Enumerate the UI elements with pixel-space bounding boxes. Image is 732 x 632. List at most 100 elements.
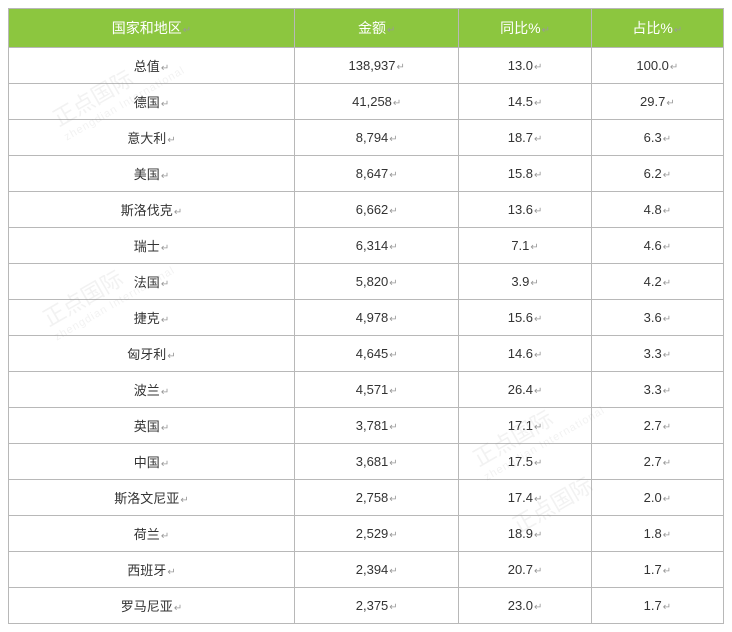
cell-value: 2,529 bbox=[356, 526, 389, 541]
cell-value: 17.4 bbox=[508, 490, 533, 505]
cell-mark-icon: ↵ bbox=[161, 315, 169, 326]
cell-share: 1.7↵ bbox=[591, 588, 723, 624]
cell-yoy: 13.0↵ bbox=[459, 48, 591, 84]
cell-mark-icon: ↵ bbox=[161, 387, 169, 398]
cell-yoy: 3.9↵ bbox=[459, 264, 591, 300]
cell-mark-icon: ↵ bbox=[534, 314, 542, 325]
data-table: 国家和地区↵ 金额↵ 同比%↵ 占比%↵ 总值↵138,937↵13.0↵100… bbox=[8, 8, 724, 624]
cell-value: 西班牙 bbox=[127, 563, 166, 578]
cell-value: 6,662 bbox=[356, 202, 389, 217]
cell-mark-icon: ↵ bbox=[389, 602, 397, 613]
cell-mark-icon: ↵ bbox=[161, 279, 169, 290]
cell-value: 2,758 bbox=[356, 490, 389, 505]
cell-mark-icon: ↵ bbox=[161, 99, 169, 110]
cell-value: 26.4 bbox=[508, 382, 533, 397]
cell-mark-icon: ↵ bbox=[167, 567, 175, 578]
cell-value: 8,794 bbox=[356, 130, 389, 145]
cell-value: 13.0 bbox=[508, 58, 533, 73]
cell-share: 100.0↵ bbox=[591, 48, 723, 84]
cell-share: 4.8↵ bbox=[591, 192, 723, 228]
cell-yoy: 20.7↵ bbox=[459, 552, 591, 588]
cell-value: 3.9 bbox=[511, 274, 529, 289]
cell-mark-icon: ↵ bbox=[389, 458, 397, 469]
cell-region: 捷克↵ bbox=[9, 300, 295, 336]
cell-mark-icon: ↵ bbox=[161, 171, 169, 182]
cell-amount: 2,394↵ bbox=[295, 552, 459, 588]
table-row: 西班牙↵2,394↵20.7↵1.7↵ bbox=[9, 552, 724, 588]
cell-mark-icon: ↵ bbox=[663, 314, 671, 325]
cell-value: 4.6 bbox=[644, 238, 662, 253]
cell-amount: 3,781↵ bbox=[295, 408, 459, 444]
table-row: 中国↵3,681↵17.5↵2.7↵ bbox=[9, 444, 724, 480]
cell-amount: 8,647↵ bbox=[295, 156, 459, 192]
cell-mark-icon: ↵ bbox=[663, 422, 671, 433]
cell-amount: 6,314↵ bbox=[295, 228, 459, 264]
cell-mark-icon: ↵ bbox=[174, 207, 182, 218]
table-row: 总值↵138,937↵13.0↵100.0↵ bbox=[9, 48, 724, 84]
cell-mark-icon: ↵ bbox=[393, 98, 401, 109]
cell-yoy: 23.0↵ bbox=[459, 588, 591, 624]
cell-mark-icon: ↵ bbox=[389, 134, 397, 145]
cell-mark-icon: ↵ bbox=[663, 206, 671, 217]
cell-yoy: 14.6↵ bbox=[459, 336, 591, 372]
cell-value: 6.2 bbox=[644, 166, 662, 181]
table-row: 美国↵8,647↵15.8↵6.2↵ bbox=[9, 156, 724, 192]
cell-mark-icon: ↵ bbox=[389, 494, 397, 505]
cell-share: 29.7↵ bbox=[591, 84, 723, 120]
cell-mark-icon: ↵ bbox=[389, 278, 397, 289]
cell-share: 2.7↵ bbox=[591, 408, 723, 444]
cell-mark-icon: ↵ bbox=[389, 530, 397, 541]
cell-value: 41,258 bbox=[352, 94, 392, 109]
cell-value: 3,681 bbox=[356, 454, 389, 469]
cell-value: 4,645 bbox=[356, 346, 389, 361]
header-row: 国家和地区↵ 金额↵ 同比%↵ 占比%↵ bbox=[9, 9, 724, 48]
cell-mark-icon: ↵ bbox=[389, 350, 397, 361]
cell-mark-icon: ↵ bbox=[663, 134, 671, 145]
cell-value: 8,647 bbox=[356, 166, 389, 181]
cell-value: 斯洛伐克 bbox=[121, 203, 173, 218]
cell-share: 4.6↵ bbox=[591, 228, 723, 264]
cell-mark-icon: ↵ bbox=[534, 134, 542, 145]
cell-mark-icon: ↵ bbox=[161, 63, 169, 74]
cell-mark-icon: ↵ bbox=[389, 314, 397, 325]
cell-value: 17.5 bbox=[508, 454, 533, 469]
table-row: 罗马尼亚↵2,375↵23.0↵1.7↵ bbox=[9, 588, 724, 624]
cell-mark-icon: ↵ bbox=[180, 495, 188, 506]
cell-value: 2.7 bbox=[644, 454, 662, 469]
cell-yoy: 15.6↵ bbox=[459, 300, 591, 336]
cell-mark-icon: ↵ bbox=[161, 423, 169, 434]
cell-yoy: 17.4↵ bbox=[459, 480, 591, 516]
cell-region: 西班牙↵ bbox=[9, 552, 295, 588]
cell-value: 2.7 bbox=[644, 418, 662, 433]
cell-mark-icon: ↵ bbox=[534, 530, 542, 541]
cell-mark-icon: ↵ bbox=[663, 494, 671, 505]
cell-amount: 4,978↵ bbox=[295, 300, 459, 336]
cell-value: 意大利 bbox=[127, 131, 166, 146]
cell-region: 中国↵ bbox=[9, 444, 295, 480]
table-row: 匈牙利↵4,645↵14.6↵3.3↵ bbox=[9, 336, 724, 372]
cell-mark-icon: ↵ bbox=[534, 494, 542, 505]
cell-value: 138,937 bbox=[349, 58, 396, 73]
cell-mark-icon: ↵ bbox=[389, 170, 397, 181]
table-body: 总值↵138,937↵13.0↵100.0↵德国↵41,258↵14.5↵29.… bbox=[9, 48, 724, 624]
cell-region: 瑞士↵ bbox=[9, 228, 295, 264]
cell-mark-icon: ↵ bbox=[183, 25, 191, 36]
cell-value: 17.1 bbox=[508, 418, 533, 433]
header-share-label: 占比% bbox=[632, 20, 672, 36]
cell-amount: 2,758↵ bbox=[295, 480, 459, 516]
cell-mark-icon: ↵ bbox=[663, 530, 671, 541]
cell-value: 18.7 bbox=[508, 130, 533, 145]
header-share: 占比%↵ bbox=[591, 9, 723, 48]
table-row: 捷克↵4,978↵15.6↵3.6↵ bbox=[9, 300, 724, 336]
cell-value: 波兰 bbox=[134, 383, 160, 398]
cell-value: 13.6 bbox=[508, 202, 533, 217]
cell-share: 2.7↵ bbox=[591, 444, 723, 480]
cell-mark-icon: ↵ bbox=[534, 62, 542, 73]
cell-yoy: 7.1↵ bbox=[459, 228, 591, 264]
cell-amount: 138,937↵ bbox=[295, 48, 459, 84]
cell-region: 匈牙利↵ bbox=[9, 336, 295, 372]
cell-yoy: 14.5↵ bbox=[459, 84, 591, 120]
cell-value: 荷兰 bbox=[134, 527, 160, 542]
cell-value: 6.3 bbox=[644, 130, 662, 145]
cell-region: 斯洛文尼亚↵ bbox=[9, 480, 295, 516]
